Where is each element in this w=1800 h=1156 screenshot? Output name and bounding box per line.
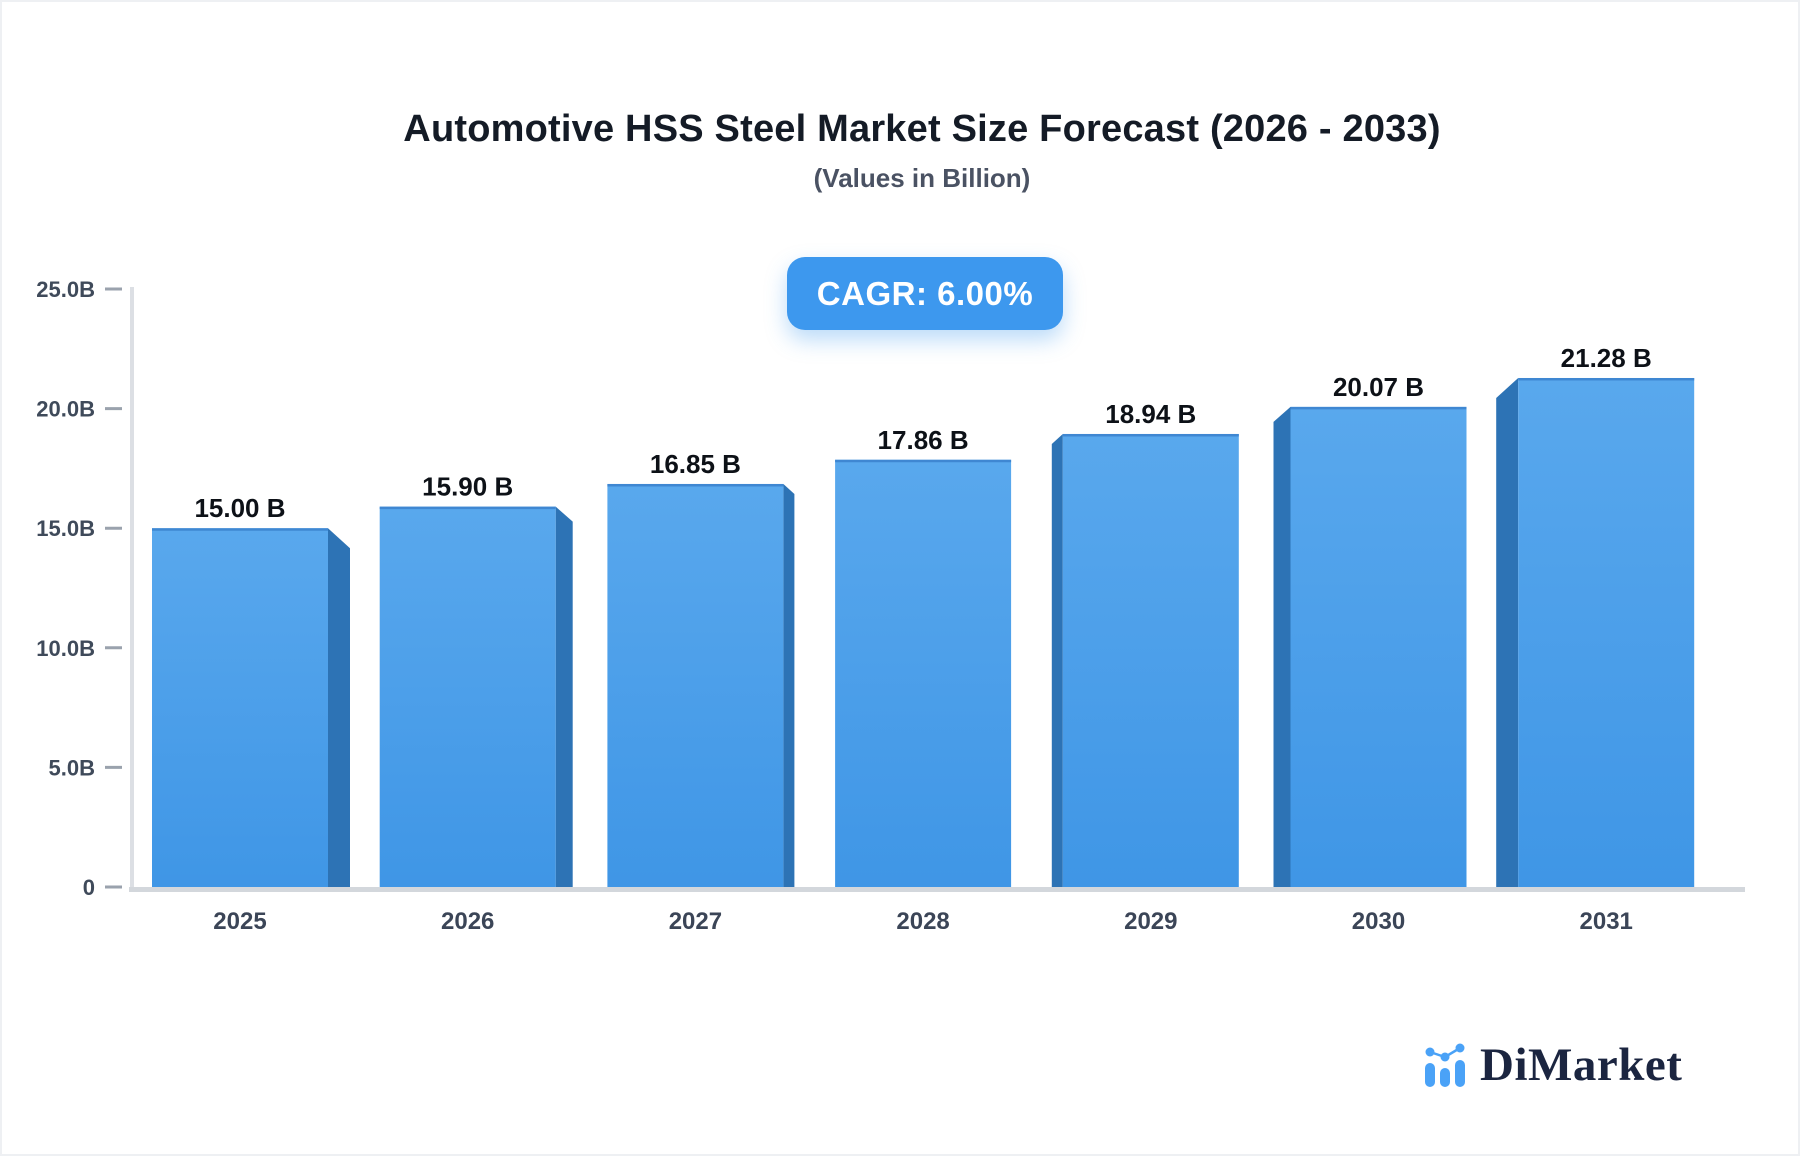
bar-face: [1290, 406, 1467, 887]
cagr-badge: CAGR: 6.00%: [787, 257, 1063, 330]
y-tick-label: 0: [83, 875, 95, 900]
bar-side: [1273, 406, 1291, 887]
bar-face: [152, 528, 328, 887]
y-tick-label: 20.0B: [36, 397, 95, 422]
bar-value-label: 21.28 B: [1561, 343, 1652, 373]
x-tick-label: 2029: [1124, 908, 1177, 935]
chart-subtitle: (Values in Billion): [813, 163, 1031, 193]
bar-side: [555, 506, 573, 887]
y-tick-label: 10.0B: [36, 636, 95, 661]
bar-side: [1496, 377, 1519, 887]
chart-title: Automotive HSS Steel Market Size Forecas…: [403, 108, 1441, 150]
y-tick-label: 15.0B: [36, 516, 95, 541]
x-tick-label: 2028: [896, 908, 949, 935]
bar-value-label: 17.86 B: [878, 425, 969, 455]
mini-bar-chart-icon: [1425, 1043, 1465, 1087]
x-tick-label: 2031: [1580, 908, 1633, 935]
chart-header: Automotive HSS Steel Market Size Forecas…: [24, 2, 1798, 194]
y-tick-label: 25.0B: [36, 277, 95, 302]
x-tick-label: 2026: [441, 908, 494, 935]
brand-logo: DiMarket: [1423, 1042, 1682, 1089]
bar-value-label: 15.00 B: [194, 493, 285, 523]
bar-face: [1518, 377, 1695, 887]
x-tick-label: 2027: [669, 908, 722, 935]
bar-side: [328, 528, 350, 887]
bar-face: [1062, 433, 1239, 887]
bar-value-label: 18.94 B: [1105, 399, 1196, 429]
brand-logo-text: DiMarket: [1480, 1039, 1683, 1091]
x-tick-label: 2025: [213, 908, 266, 935]
x-tick-label: 2030: [1352, 908, 1405, 935]
bar-value-label: 20.07 B: [1333, 372, 1424, 402]
bar-value-label: 15.90 B: [422, 472, 513, 502]
bar-value-label: 16.85 B: [650, 449, 741, 479]
cagr-badge-label: CAGR: 6.00%: [816, 274, 1034, 312]
y-tick-label: 5.0B: [49, 755, 95, 780]
bar-face: [379, 506, 556, 887]
bar-face: [607, 483, 784, 887]
bar-side: [783, 483, 795, 887]
bar-face: [835, 459, 1012, 887]
bar-side: [1051, 433, 1063, 887]
